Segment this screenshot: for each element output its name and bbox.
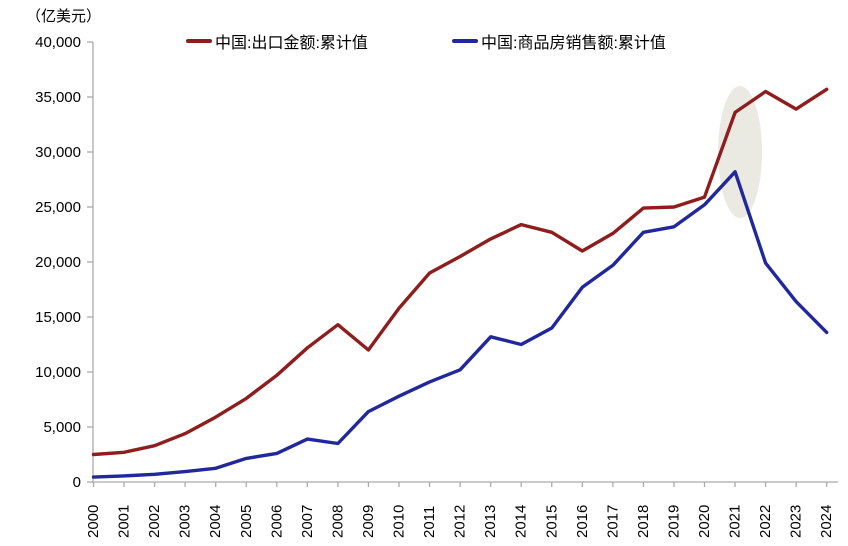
legend-item-exports: 中国:出口金额:累计值 — [186, 29, 368, 53]
x-tick-label: 2008 — [329, 505, 346, 538]
x-tick-label: 2005 — [238, 505, 255, 538]
housing-sales-line — [91, 170, 829, 479]
x-tick-label: 2024 — [818, 505, 835, 538]
x-tick-label: 2022 — [757, 505, 774, 538]
legend-label-housing-sales: 中国:商品房销售额:累计值 — [481, 35, 666, 52]
x-tick-label: 2020 — [696, 505, 713, 538]
y-tick-label: 20,000 — [35, 254, 81, 271]
y-tick-label: 5,000 — [43, 419, 81, 436]
x-tick-label: 2021 — [727, 505, 744, 538]
y-tick-label: 35,000 — [35, 89, 81, 106]
x-tick-label: 2019 — [665, 505, 682, 538]
x-tick-label: 2004 — [207, 505, 224, 538]
x-tick-label: 2013 — [482, 505, 499, 538]
y-tick-label: 0 — [73, 474, 81, 491]
x-tick-label: 2012 — [452, 505, 469, 538]
y-tick-label: 10,000 — [35, 364, 81, 381]
highlight-ellipse — [718, 86, 763, 218]
x-tick-label: 2015 — [543, 505, 560, 538]
x-tick-label: 2018 — [635, 505, 652, 538]
x-tick-label: 2002 — [146, 505, 163, 538]
y-tick-label: 25,000 — [35, 199, 81, 216]
x-tick-label: 2014 — [513, 505, 530, 538]
x-tick-label: 2010 — [391, 505, 408, 538]
y-tick-label: 15,000 — [35, 309, 81, 326]
x-tick-label: 2001 — [116, 505, 133, 538]
legend-label-exports: 中国:出口金额:累计值 — [215, 35, 368, 52]
x-tick-label: 2023 — [788, 505, 805, 538]
x-tick-label: 2000 — [85, 505, 102, 538]
legend-item-housing-sales: 中国:商品房销售额:累计值 — [452, 29, 666, 53]
y-axis-unit-label: （亿美元） — [26, 8, 102, 25]
y-tick-label: 30,000 — [35, 144, 81, 161]
x-tick-label: 2006 — [268, 505, 285, 538]
x-tick-label: 2016 — [574, 505, 591, 538]
x-tick-label: 2011 — [421, 506, 438, 538]
export-value-line — [91, 87, 829, 457]
export-line-swatch-icon — [186, 39, 212, 43]
x-tick-label: 2009 — [360, 505, 377, 538]
housing-line-swatch-icon — [452, 39, 478, 43]
x-tick-label: 2003 — [177, 505, 194, 538]
x-tick-label: 2007 — [299, 505, 316, 538]
y-tick-label: 40,000 — [35, 34, 81, 51]
x-tick-label: 2017 — [604, 505, 621, 538]
